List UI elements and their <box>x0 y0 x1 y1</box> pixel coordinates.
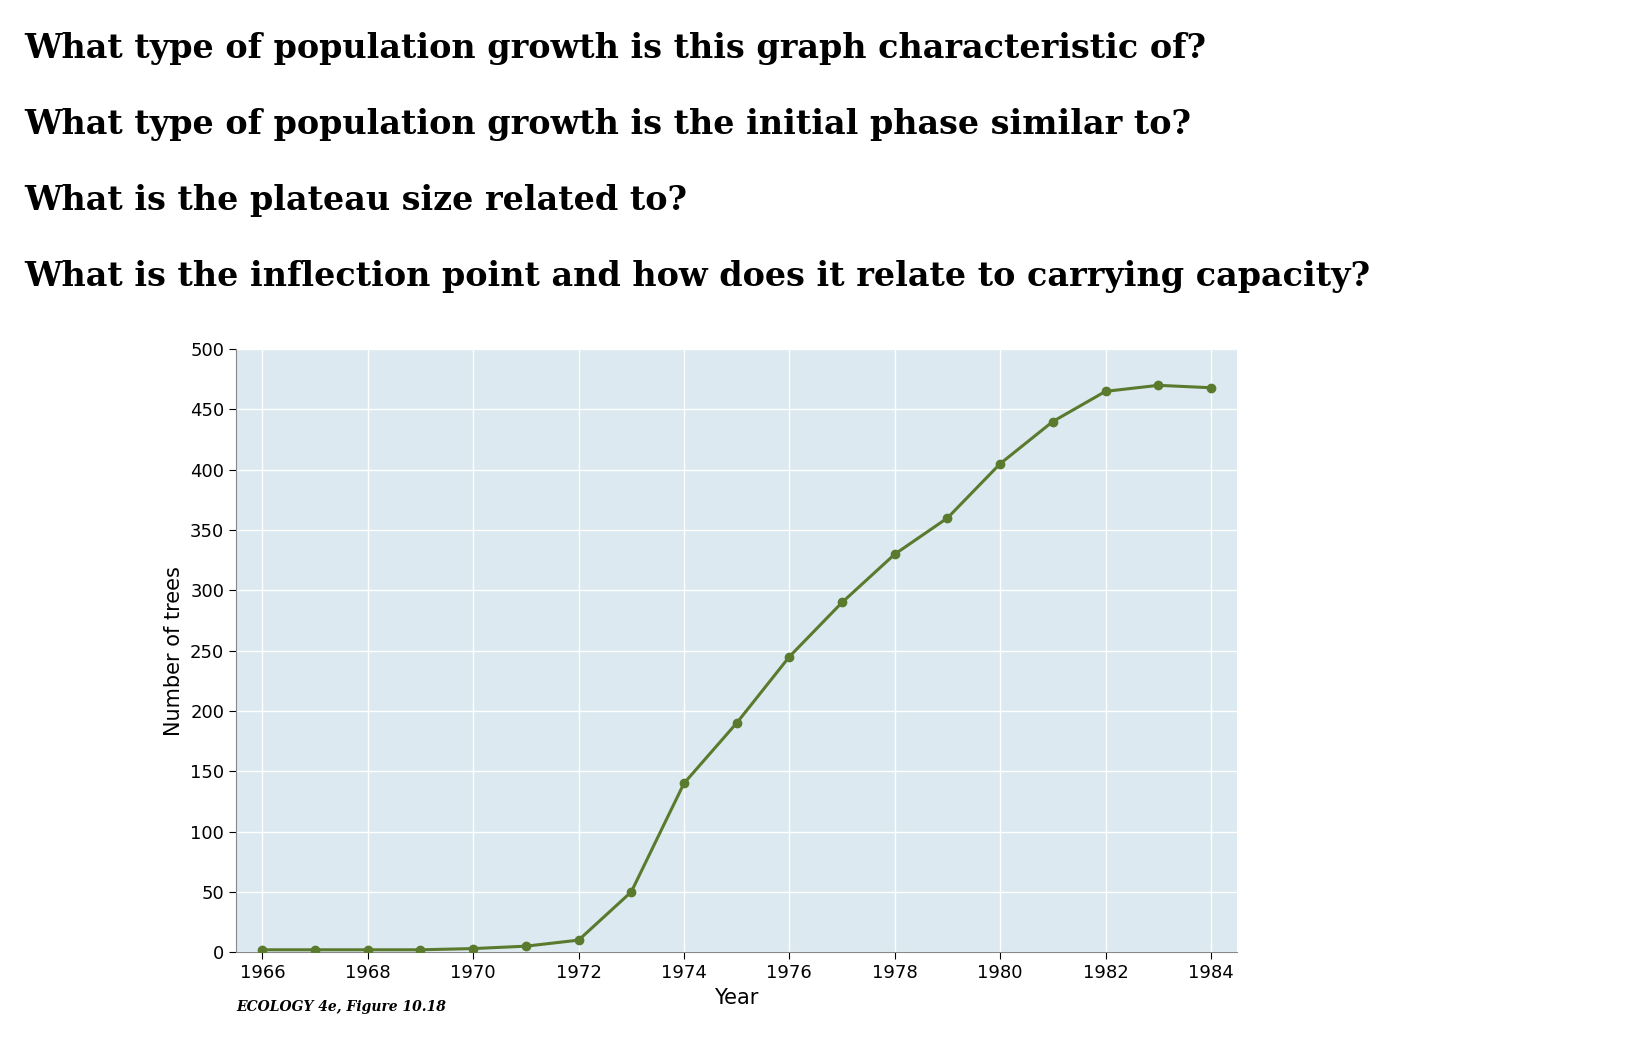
Text: What is the inflection point and how does it relate to carrying capacity?: What is the inflection point and how doe… <box>24 260 1371 293</box>
Text: What type of population growth is the initial phase similar to?: What type of population growth is the in… <box>24 108 1192 141</box>
Y-axis label: Number of trees: Number of trees <box>164 566 184 735</box>
X-axis label: Year: Year <box>715 987 759 1007</box>
Text: ECOLOGY 4e, Figure 10.18: ECOLOGY 4e, Figure 10.18 <box>236 1000 446 1014</box>
Text: What is the plateau size related to?: What is the plateau size related to? <box>24 184 687 217</box>
Text: What type of population growth is this graph characteristic of?: What type of population growth is this g… <box>24 32 1206 65</box>
